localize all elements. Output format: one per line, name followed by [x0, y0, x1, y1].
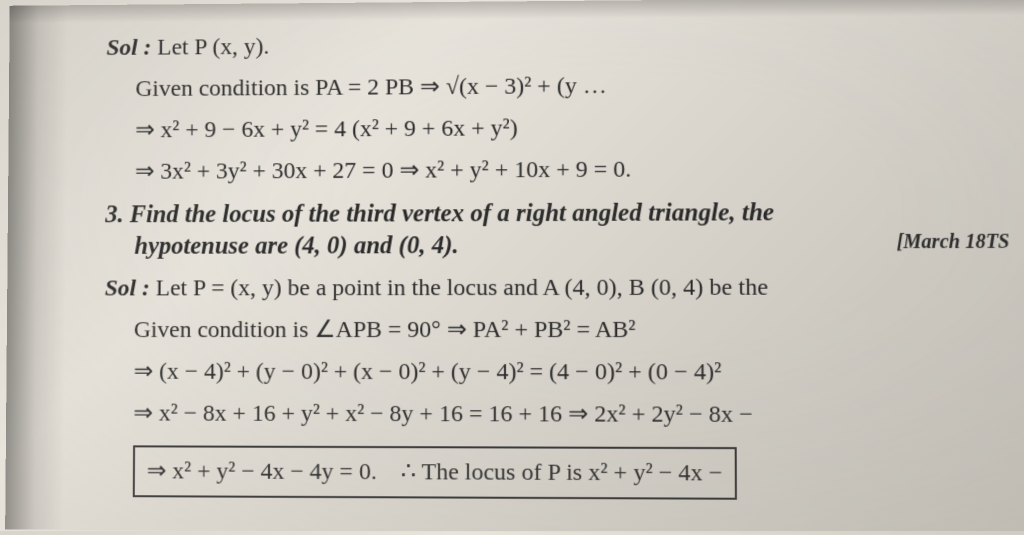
prev-let-text: Let P (x, y).: [157, 34, 269, 60]
solution-line-2: Given condition is ∠APB = 90° ⇒ PA² + PB…: [134, 312, 990, 349]
prev-solution-header: Sol : Let P (x, y).: [106, 23, 987, 65]
solution-line-3: ⇒ (x − 4)² + (y − 0)² + (x − 0)² + (y − …: [133, 354, 990, 391]
solution-line-1: Sol : Let P = (x, y) be a point in the l…: [105, 269, 990, 306]
prev-line-2: ⇒ x² + 9 − 6x + y² = 4 (x² + 9 + 6x + y²…: [135, 108, 988, 148]
sol-text-1: Let P = (x, y) be a point in the locus a…: [156, 275, 768, 302]
textbook-page: Sol : Let P (x, y). Given condition is P…: [5, 0, 1024, 532]
question-3: 3. Find the locus of the third vertex of…: [105, 198, 989, 229]
question-3-cont: hypotenuse are (4, 0) and (0, 4). [March…: [134, 231, 989, 261]
reference-tag: [March 18TS: [897, 231, 1010, 255]
prev-line-1: Given condition is PA = 2 PB ⇒ √(x − 3)²…: [135, 65, 988, 106]
sol-label: Sol :: [105, 276, 150, 302]
sol-label-prev: Sol :: [106, 35, 151, 61]
prev-line-3: ⇒ 3x² + 3y² + 30x + 27 = 0 ⇒ x² + y² + 1…: [135, 150, 989, 190]
question-text-1: Find the locus of the third vertex of a …: [130, 199, 775, 228]
box-content-b: ∴ The locus of P is x² + y² − 4x −: [401, 459, 723, 486]
box-content-a: ⇒ x² + y² − 4x − 4y = 0.: [147, 458, 377, 485]
answer-box: ⇒ x² + y² − 4x − 4y = 0. ∴ The locus of …: [133, 445, 737, 499]
solution-line-4: ⇒ x² − 8x + 16 + y² + x² − 8y + 16 = 16 …: [133, 396, 990, 434]
question-text-2: hypotenuse are (4, 0) and (0, 4).: [134, 232, 458, 260]
question-number: 3.: [105, 201, 124, 228]
